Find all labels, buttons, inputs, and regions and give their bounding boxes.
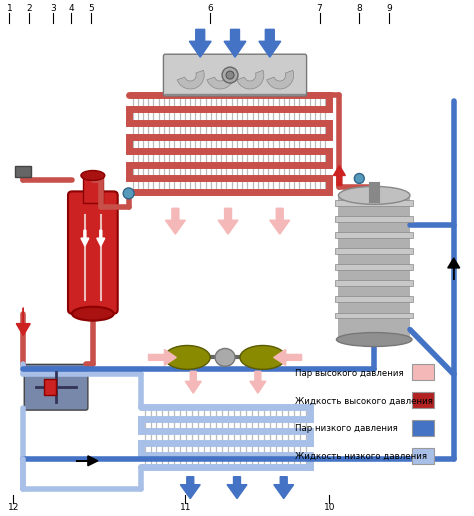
FancyArrow shape	[76, 456, 98, 466]
Text: Пар низкого давления: Пар низкого давления	[295, 425, 397, 433]
Wedge shape	[267, 70, 294, 89]
FancyBboxPatch shape	[24, 364, 88, 410]
Text: 12: 12	[8, 503, 19, 512]
Ellipse shape	[72, 307, 114, 320]
Wedge shape	[207, 70, 234, 89]
Bar	[338, 196, 410, 340]
FancyArrow shape	[333, 166, 346, 185]
Text: Жидкость низкого давления: Жидкость низкого давления	[295, 453, 427, 461]
Circle shape	[222, 67, 238, 83]
Bar	[412, 392, 434, 408]
Text: 8: 8	[356, 4, 362, 13]
FancyArrow shape	[274, 349, 301, 365]
Bar	[412, 448, 434, 464]
Wedge shape	[237, 70, 264, 89]
Bar	[336, 232, 413, 238]
FancyArrow shape	[270, 208, 290, 234]
FancyArrow shape	[250, 372, 266, 393]
Circle shape	[226, 71, 234, 79]
Ellipse shape	[337, 332, 412, 346]
Text: 7: 7	[317, 4, 322, 13]
Bar	[44, 379, 56, 395]
Bar	[336, 248, 413, 254]
FancyArrow shape	[224, 29, 246, 57]
Bar	[336, 281, 413, 286]
Ellipse shape	[338, 186, 410, 204]
Text: Жидкость высокого давления: Жидкость высокого давления	[295, 397, 433, 406]
Bar	[83, 175, 103, 203]
FancyArrow shape	[218, 208, 238, 234]
Text: 6: 6	[207, 4, 213, 13]
Text: 3: 3	[50, 4, 56, 13]
FancyArrow shape	[448, 258, 460, 280]
Ellipse shape	[164, 346, 210, 369]
FancyArrow shape	[16, 308, 30, 335]
Ellipse shape	[81, 170, 105, 181]
Bar	[336, 265, 413, 270]
Bar	[412, 420, 434, 436]
Circle shape	[354, 173, 364, 184]
Bar	[336, 297, 413, 302]
FancyBboxPatch shape	[68, 191, 118, 314]
Bar	[336, 216, 413, 222]
Text: Пар высокого давления: Пар высокого давления	[295, 369, 403, 378]
FancyArrow shape	[227, 477, 247, 498]
Ellipse shape	[240, 346, 286, 369]
Text: 9: 9	[386, 4, 392, 13]
Text: 2: 2	[27, 4, 32, 13]
FancyArrow shape	[148, 349, 176, 365]
FancyArrow shape	[180, 477, 200, 498]
Bar	[336, 313, 413, 318]
FancyArrow shape	[97, 230, 105, 246]
FancyBboxPatch shape	[164, 54, 307, 96]
Text: 1: 1	[7, 4, 12, 13]
Bar	[412, 364, 434, 380]
Ellipse shape	[215, 348, 235, 366]
FancyArrow shape	[189, 29, 211, 57]
Bar	[336, 200, 413, 206]
Text: 5: 5	[88, 4, 94, 13]
FancyArrow shape	[165, 208, 185, 234]
Bar	[15, 166, 31, 178]
FancyArrow shape	[259, 29, 281, 57]
Text: 4: 4	[68, 4, 74, 13]
FancyArrow shape	[274, 477, 294, 498]
Circle shape	[123, 188, 134, 199]
Wedge shape	[177, 70, 204, 89]
Text: 10: 10	[324, 503, 335, 512]
FancyArrow shape	[185, 372, 201, 393]
FancyArrow shape	[81, 230, 89, 246]
Text: 11: 11	[180, 503, 191, 512]
